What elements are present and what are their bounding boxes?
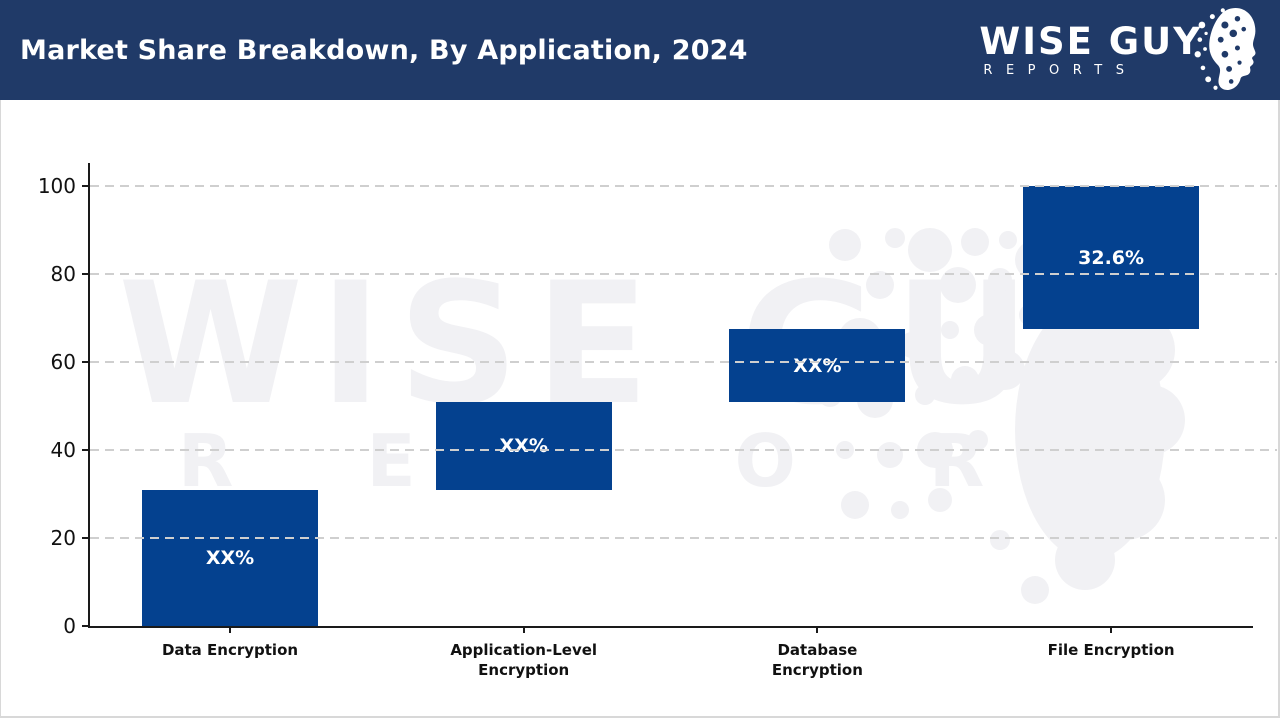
page-border-bottom [0,716,1280,718]
category-label-3: File Encryption [1047,641,1175,659]
logo-subtext: REPORTS [983,63,1138,78]
bar-value-label-0: XX% [205,546,255,569]
ytick-mark-100 [82,185,89,187]
category-label-0: Data Encryption [161,641,299,659]
page-title: Market Share Breakdown, By Application, … [20,34,748,66]
dotted-face-icon [1188,2,1266,98]
brand-logo: WISE GUY REPORTS [979,2,1266,98]
bar-value-label-2: XX% [793,354,842,377]
x-axis [88,626,1253,628]
category-label-2: Database Encryption [771,641,863,679]
gridline-y20 [90,537,1277,539]
ytick-label-100: 100 [37,174,76,198]
page-border-right [1278,100,1280,717]
header-bar: Market Share Breakdown, By Application, … [0,0,1280,100]
ytick-mark-40 [82,449,89,451]
ytick-label-0: 0 [63,614,76,638]
gridline-y60 [90,361,1277,363]
ytick-label-40: 40 [50,438,76,462]
xtick-mark-2 [816,626,819,633]
page-border-left [0,100,1,717]
xtick-mark-0 [229,626,231,633]
gridline-y80 [90,273,1277,275]
bar-3: 32.6% [1023,186,1200,330]
watermark-face-dots [818,228,1185,604]
gridline-y40 [90,449,1277,451]
ytick-label-60: 60 [50,350,76,374]
waterfall-chart: 0 20 40 60 80 100 XX% Data Encryption XX% Applica… [0,100,1280,716]
bar-1: XX% [435,401,612,490]
bar-value-label-3: 32.6% [1078,246,1145,269]
watermark: WISE GUY R E P O R T S [0,100,1280,716]
bar-value-label-1: XX% [499,434,548,457]
ytick-label-20: 20 [50,526,76,550]
ytick-mark-0 [82,625,89,627]
bar-2: XX% [729,329,906,402]
logo-wordmark: WISE GUY [979,20,1202,63]
xtick-mark-3 [1110,626,1113,633]
xtick-mark-1 [522,626,525,633]
ytick-mark-60 [82,361,89,363]
y-axis [88,163,90,628]
ytick-mark-20 [82,537,89,539]
bar-0: XX% [142,489,318,626]
gridline-y100 [90,185,1277,187]
category-label-1: Application-Level Encryption [450,641,598,679]
ytick-mark-80 [82,273,89,275]
ytick-label-80: 80 [50,262,76,286]
